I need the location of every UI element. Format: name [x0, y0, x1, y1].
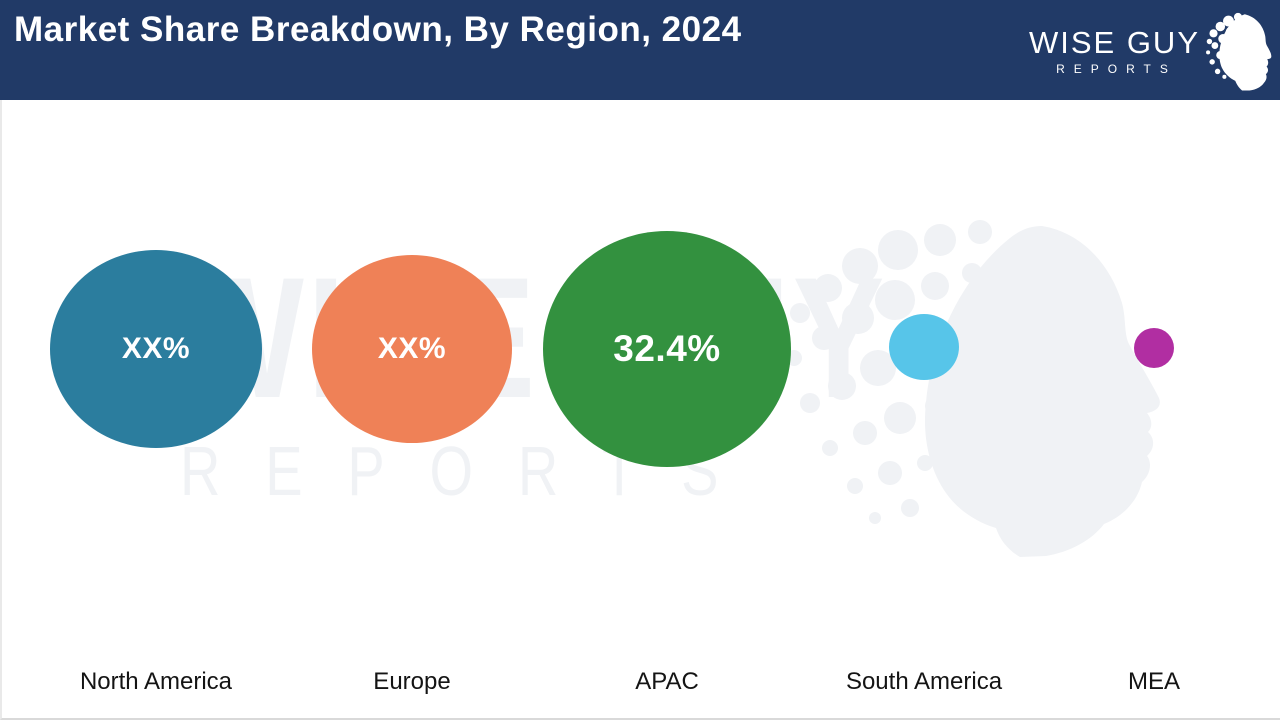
wiseguy-logo: WISE GUY REPORTS [1029, 6, 1272, 96]
category-label-north-america: North America [79, 668, 233, 695]
bubble-apac: 32.4% [543, 231, 791, 467]
page-title: Market Share Breakdown, By Region, 2024 [14, 10, 742, 49]
header-bar: Market Share Breakdown, By Region, 2024 … [0, 0, 1280, 100]
bubble-mea [1134, 328, 1174, 368]
category-labels-row: North America Europe APAC South America MEA [2, 666, 1280, 698]
category-label-apac: APAC [635, 668, 699, 695]
bubble-value-label: XX% [377, 332, 447, 365]
logo-wordmark-line1: WISE GUY [1028, 24, 1200, 60]
logo-wordmark: WISE GUY REPORTS [1028, 24, 1200, 77]
category-label-south-america: South America [845, 668, 1003, 695]
bubble-europe: XX% [312, 255, 512, 443]
bubble-north-america: XX% [50, 250, 262, 448]
bubble-chart-area: WISE GUY REPORTS XX% XX% 32.4% North Ameri… [0, 100, 1280, 720]
category-label-europe: Europe [373, 668, 451, 695]
logo-wordmark-line2: REPORTS [1056, 62, 1177, 77]
bubble-value-label: 32.4% [613, 328, 721, 369]
head-profile-dots-icon [1206, 12, 1272, 91]
bubble-south-america [889, 314, 959, 380]
category-label-mea: MEA [1127, 668, 1181, 695]
bubble-value-label: XX% [121, 332, 191, 365]
watermark-head-icon [786, 220, 1160, 557]
